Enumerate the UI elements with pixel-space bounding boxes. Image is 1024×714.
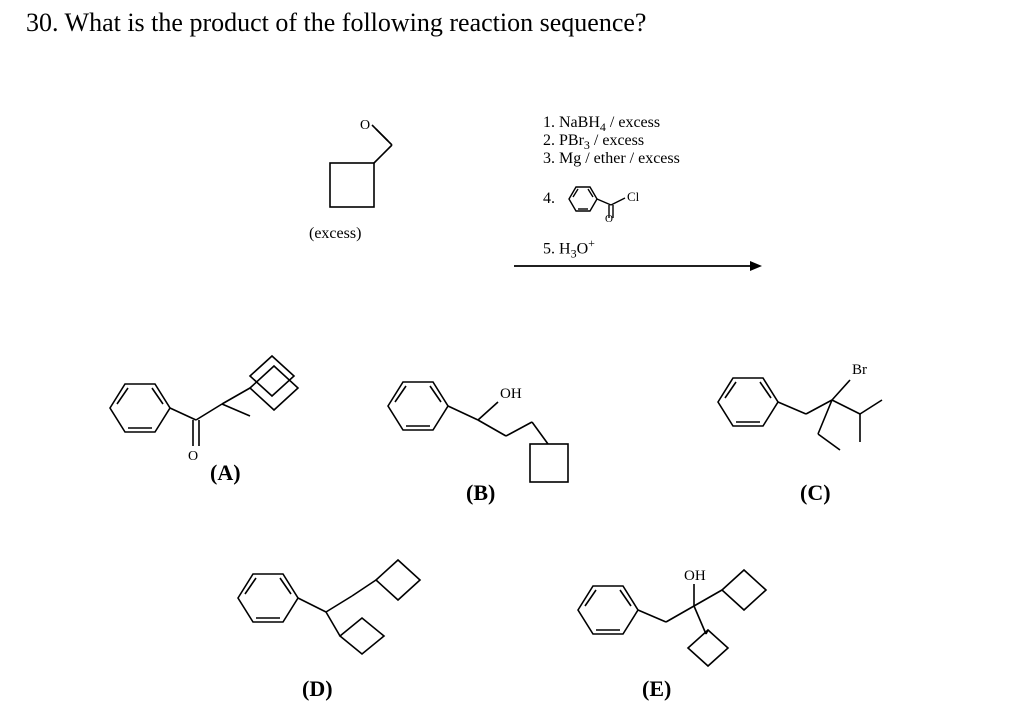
starting-material-label: (excess) — [309, 225, 361, 243]
option-d-structure — [220, 540, 450, 680]
svg-text:Cl: Cl — [627, 189, 640, 204]
reagent-4: 4. O Cl — [543, 176, 641, 222]
option-a-structure: O — [92, 348, 312, 468]
reaction-arrow — [512, 256, 762, 276]
question-body: What is the product of the following rea… — [65, 8, 647, 37]
question-text: 30. What is the product of the following… — [26, 8, 646, 38]
starting-material-structure: O — [300, 115, 410, 225]
svg-text:O: O — [605, 213, 613, 222]
option-b-label: (B) — [466, 480, 495, 506]
question-number: 30. — [26, 8, 59, 37]
svg-text:O: O — [188, 449, 198, 464]
option-e-label: (E) — [642, 676, 671, 702]
option-c-label: (C) — [800, 480, 831, 506]
atom-o: O — [360, 118, 370, 133]
option-e-structure: OH — [560, 540, 800, 680]
option-b-structure: OH — [370, 348, 600, 488]
svg-text:Br: Br — [852, 362, 867, 378]
reagent-3: 3. Mg / ether / excess — [543, 150, 680, 168]
reagent-4-structure: O Cl — [561, 176, 641, 222]
svg-text:OH: OH — [684, 568, 706, 584]
option-d-label: (D) — [302, 676, 333, 702]
option-a-label: (A) — [210, 460, 241, 486]
svg-text:OH: OH — [500, 386, 522, 402]
option-c-structure: Br — [700, 338, 940, 488]
